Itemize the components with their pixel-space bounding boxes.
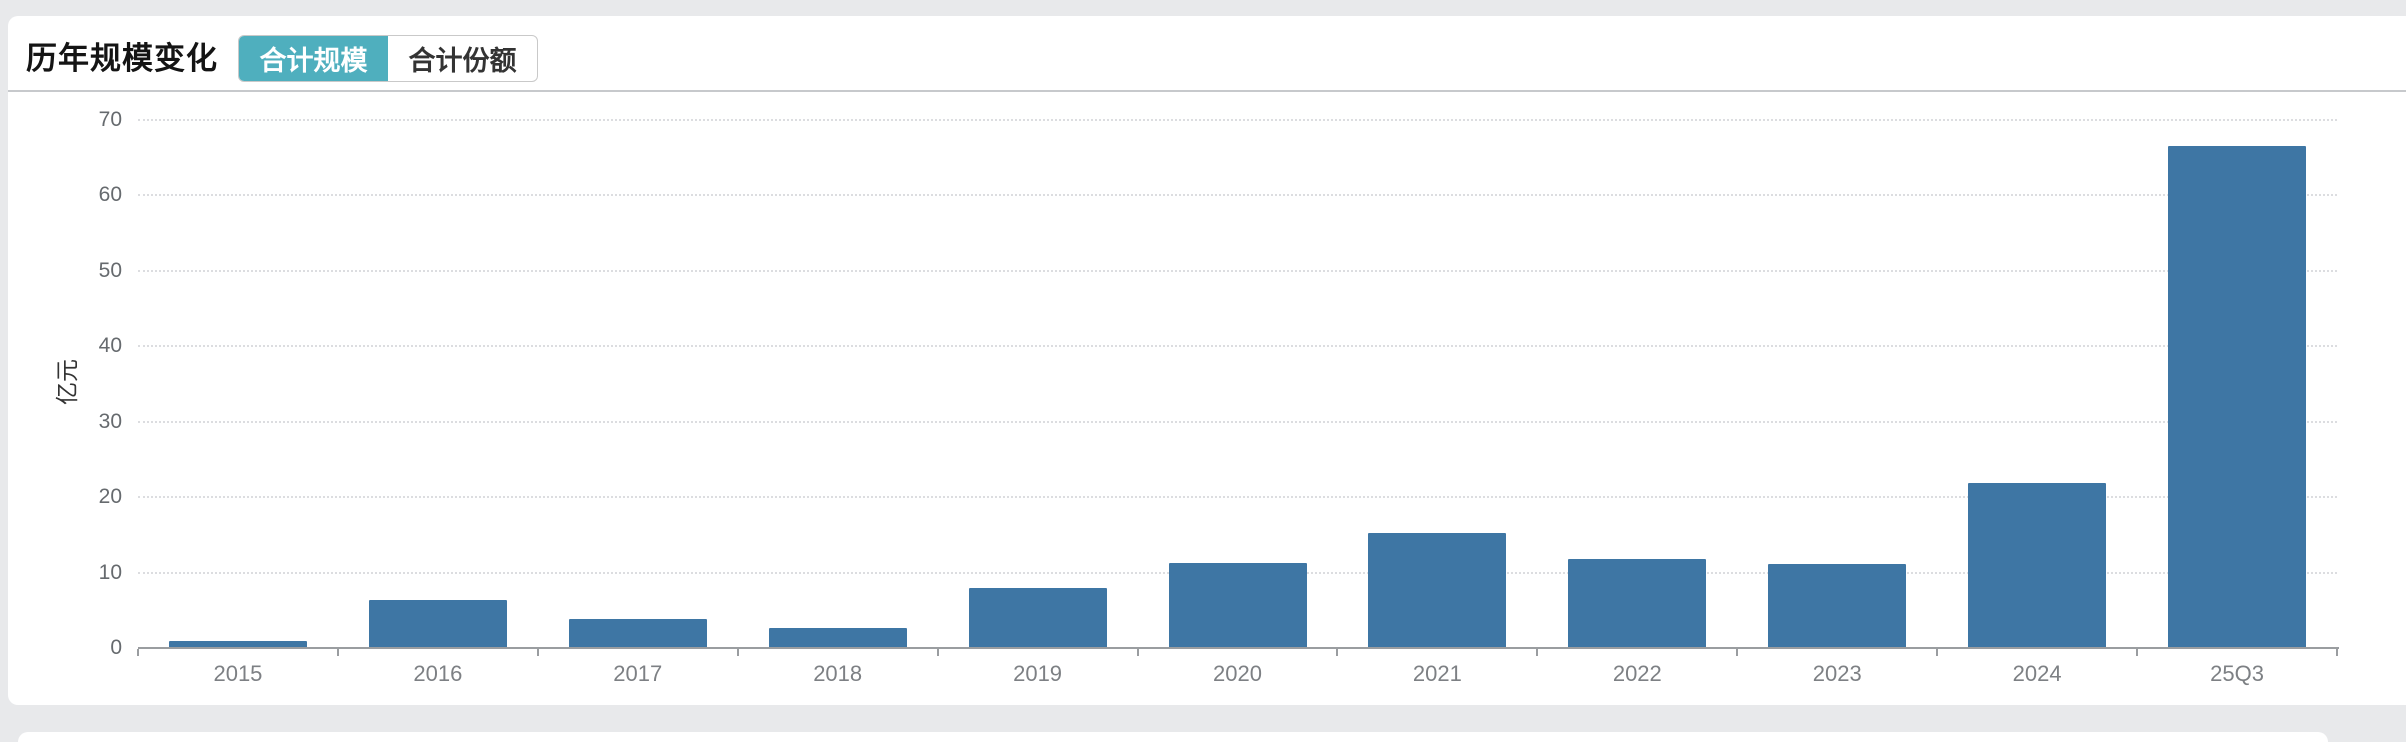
x-axis-label-2015: 2015 xyxy=(213,661,263,686)
y-axis-tick-label: 10 xyxy=(98,560,122,584)
x-axis-tick xyxy=(2136,649,2139,656)
x-axis-label-2021: 2021 xyxy=(1412,661,1462,686)
y-axis-tick-label: 70 xyxy=(98,108,122,131)
bar-2021[interactable] xyxy=(1368,533,1507,648)
x-axis-tick xyxy=(2336,649,2338,656)
y-axis-tick-label: 60 xyxy=(98,183,122,207)
bar-25Q3[interactable] xyxy=(2168,145,2307,648)
x-axis-line xyxy=(138,647,2339,649)
x-axis-label-2022: 2022 xyxy=(1612,661,1662,686)
tab-total-scale[interactable]: 合计规模 xyxy=(239,36,388,81)
header-divider xyxy=(8,90,2406,92)
metric-tab-group: 合计规模 合计份额 xyxy=(238,35,538,82)
bar-2023[interactable] xyxy=(1768,564,1907,648)
y-axis-tick-label: 30 xyxy=(98,409,122,433)
bar-2018[interactable] xyxy=(768,628,907,648)
x-axis-tick xyxy=(137,649,139,656)
gridline-20 xyxy=(138,496,2337,499)
x-axis-tick xyxy=(336,649,339,656)
bar-2019[interactable] xyxy=(968,588,1107,648)
y-axis-tick-label: 50 xyxy=(98,258,122,282)
x-axis-tick xyxy=(736,649,739,656)
gridline-70 xyxy=(138,119,2337,121)
bar-2020[interactable] xyxy=(1168,562,1307,648)
gridline-30 xyxy=(138,420,2337,423)
x-axis-tick xyxy=(1736,649,1739,656)
x-axis-label-2016: 2016 xyxy=(413,661,463,686)
y-axis-tick-label: 20 xyxy=(98,485,122,509)
bar-2017[interactable] xyxy=(568,618,707,648)
x-axis-label-2018: 2018 xyxy=(813,661,863,686)
bar-2016[interactable] xyxy=(368,599,507,648)
page-title: 历年规模变化 xyxy=(26,41,218,76)
next-section-card xyxy=(18,732,2328,742)
x-axis-label-2024: 2024 xyxy=(2012,661,2062,686)
gridline-60 xyxy=(138,194,2337,197)
x-axis-tick xyxy=(936,649,939,656)
bar-2024[interactable] xyxy=(1968,482,2107,648)
x-axis-label-2020: 2020 xyxy=(1213,661,1262,686)
x-axis-tick xyxy=(536,649,539,656)
x-axis-label-2017: 2017 xyxy=(613,661,663,686)
x-axis-label-25Q3: 25Q3 xyxy=(2210,661,2264,686)
x-axis-tick xyxy=(1536,649,1539,656)
bar-2022[interactable] xyxy=(1568,558,1707,648)
gridline-50 xyxy=(138,269,2337,272)
y-axis-name: 亿元 xyxy=(54,359,80,405)
gridline-40 xyxy=(138,345,2337,348)
y-axis-tick-label: 40 xyxy=(98,334,122,358)
y-axis-tick-label: 0 xyxy=(110,636,122,659)
x-axis-tick xyxy=(1336,649,1339,656)
x-axis-tick xyxy=(1936,649,1939,656)
bar-2015[interactable] xyxy=(168,641,307,648)
tab-total-share[interactable]: 合计份额 xyxy=(388,36,537,81)
x-axis-label-2019: 2019 xyxy=(1013,661,1063,686)
x-axis-label-2023: 2023 xyxy=(1812,661,1862,686)
x-axis-tick xyxy=(1136,649,1139,656)
